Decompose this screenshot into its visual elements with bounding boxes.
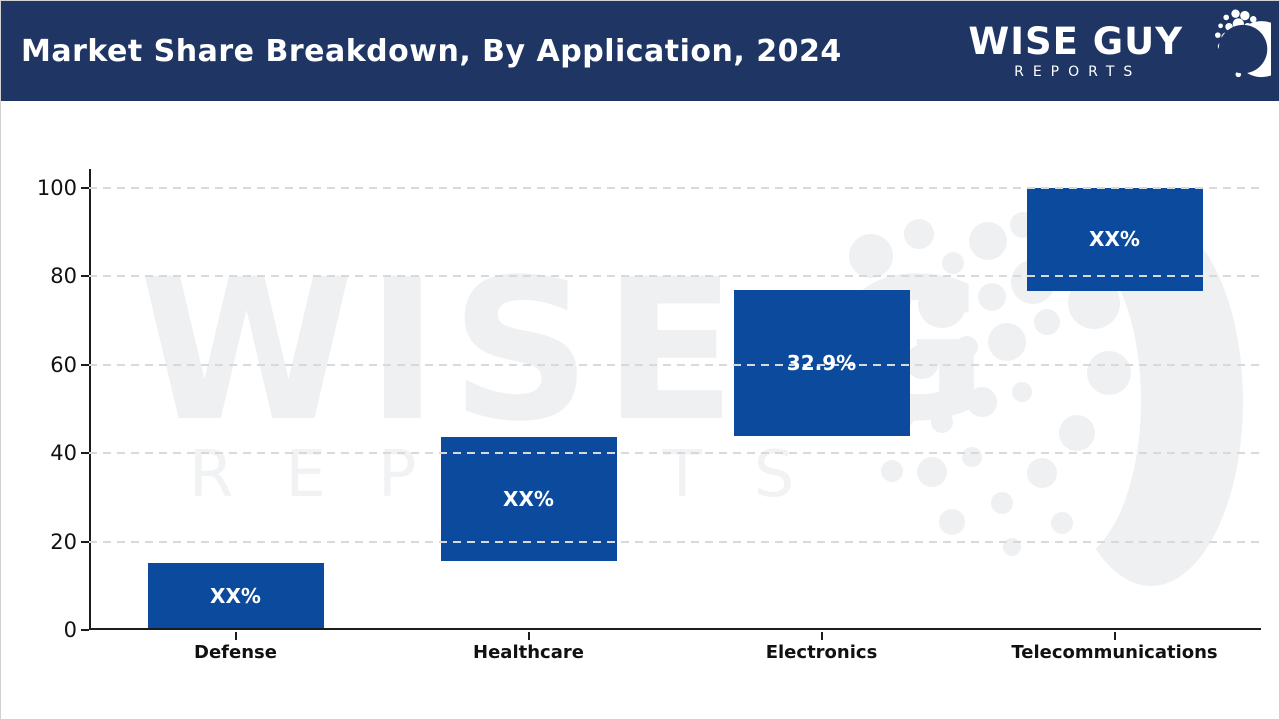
brand-logo: WISE GUY REPORTS: [968, 1, 1271, 101]
grid-line: [89, 275, 1261, 278]
x-tick-mark: [1113, 632, 1116, 640]
bar: [147, 562, 324, 630]
x-axis-category-label: Telecommunications: [1011, 642, 1218, 663]
grid-line: [89, 452, 1261, 455]
y-tick-mark: [81, 187, 89, 189]
x-axis-category-label: Electronics: [765, 642, 878, 663]
brand-name: WISE GUY: [968, 19, 1183, 63]
y-tick-mark: [81, 275, 89, 278]
y-axis-tick-label: 80: [50, 264, 77, 289]
x-axis-category-label: Defense: [194, 642, 277, 663]
grid-line: [89, 187, 1261, 189]
brand-face-icon: [1215, 9, 1271, 78]
x-tick-mark: [234, 632, 237, 640]
bar-value-label: 32.9%: [786, 350, 857, 375]
grid-line: [89, 363, 1261, 366]
watermark-main-text: WISE GU: [139, 237, 1171, 464]
brand-subtitle: REPORTS: [1014, 63, 1142, 80]
y-axis-tick-label: 100: [36, 176, 77, 200]
y-axis-tick-label: 0: [63, 618, 77, 642]
y-axis-tick-label: 40: [50, 441, 77, 466]
brand-logo-text: WISE GUY REPORTS: [968, 23, 1183, 80]
x-tick-mark: [527, 632, 530, 640]
header: Market Share Breakdown, By Application, …: [1, 1, 1279, 101]
bar-value-label: XX%: [1089, 227, 1140, 252]
y-tick-mark: [81, 540, 89, 543]
page-title: Market Share Breakdown, By Application, …: [21, 33, 842, 69]
x-tick-mark: [820, 632, 823, 640]
y-tick-mark: [81, 629, 89, 631]
y-axis-tick-label: 60: [50, 352, 77, 377]
grid-line: [89, 540, 1261, 543]
y-tick-mark: [81, 363, 89, 366]
bar-value-label: XX%: [503, 487, 554, 512]
y-axis-tick-label: 20: [50, 529, 77, 554]
y-tick-mark: [81, 452, 89, 455]
x-axis-category-label: Healthcare: [473, 642, 584, 663]
bar-value-label: XX%: [210, 584, 261, 609]
